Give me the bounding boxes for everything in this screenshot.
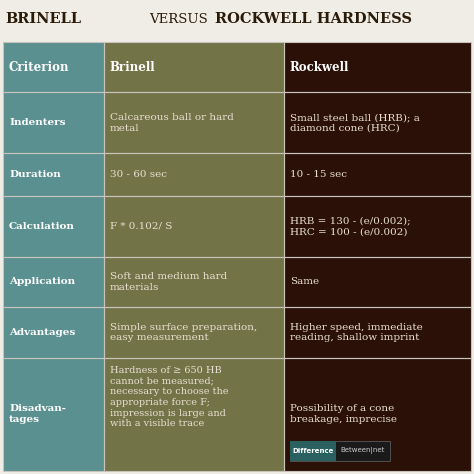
Text: Indenters: Indenters	[9, 118, 65, 128]
Bar	[284, 196, 471, 257]
Bar	[104, 196, 284, 257]
Text: Simple surface preparation,
easy measurement: Simple surface preparation, easy measure…	[109, 323, 257, 342]
Text: 10 - 15 sec: 10 - 15 sec	[290, 170, 347, 179]
Text: Disadvan-
tages: Disadvan- tages	[9, 404, 66, 424]
Bar	[3, 196, 104, 257]
Bar	[284, 92, 471, 153]
Text: Possibility of a cone
breakage, imprecise: Possibility of a cone breakage, imprecis…	[290, 404, 397, 424]
Bar	[104, 153, 284, 196]
Bar	[3, 307, 104, 358]
Bar	[3, 358, 104, 471]
Bar	[284, 42, 471, 92]
Bar	[104, 92, 284, 153]
Bar	[3, 358, 104, 471]
Text: Brinell: Brinell	[109, 61, 155, 74]
Text: Higher speed, immediate
reading, shallow imprint: Higher speed, immediate reading, shallow…	[290, 323, 422, 342]
Bar	[3, 257, 104, 307]
Text: F * 0.102/ S: F * 0.102/ S	[109, 222, 172, 231]
Bar	[3, 257, 104, 307]
Text: Between|net: Between|net	[341, 447, 385, 455]
Bar	[290, 441, 390, 461]
Text: Calculation: Calculation	[9, 222, 75, 231]
Bar	[104, 307, 284, 358]
Bar	[104, 307, 284, 358]
Text: Hardness of ≥ 650 HB
cannot be measured;
necessary to choose the
appropriate for: Hardness of ≥ 650 HB cannot be measured;…	[109, 366, 228, 428]
Text: HRB = 130 - (e/0.002);
HRC = 100 - (e/0.002): HRB = 130 - (e/0.002); HRC = 100 - (e/0.…	[290, 217, 410, 236]
Bar	[104, 92, 284, 153]
Text: Small steel ball (HRB); a
diamond cone (HRC): Small steel ball (HRB); a diamond cone (…	[290, 113, 419, 133]
Bar	[104, 196, 284, 257]
Bar	[104, 358, 284, 471]
Bar	[3, 153, 104, 196]
Bar	[284, 358, 471, 471]
Text: ROCKWELL HARDNESS: ROCKWELL HARDNESS	[215, 12, 412, 26]
Bar	[284, 196, 471, 257]
Text: 30 - 60 sec: 30 - 60 sec	[109, 170, 167, 179]
Text: BRINELL: BRINELL	[5, 12, 81, 26]
Bar	[104, 153, 284, 196]
Bar	[290, 441, 336, 461]
Text: Difference: Difference	[292, 448, 334, 454]
Text: Same: Same	[290, 277, 319, 286]
Bar	[284, 92, 471, 153]
Text: Duration: Duration	[9, 170, 61, 179]
Bar	[284, 307, 471, 358]
Bar	[3, 153, 104, 196]
Text: VERSUS: VERSUS	[149, 12, 208, 26]
Bar	[3, 196, 104, 257]
Text: Calcareous ball or hard
metal: Calcareous ball or hard metal	[109, 113, 234, 133]
Text: Criterion: Criterion	[9, 61, 70, 74]
Bar	[284, 358, 471, 471]
Bar	[104, 42, 284, 92]
Text: Application: Application	[9, 277, 75, 286]
Bar	[104, 257, 284, 307]
Bar	[3, 92, 104, 153]
Bar	[284, 307, 471, 358]
Text: Advantages: Advantages	[9, 328, 75, 337]
Bar	[3, 42, 104, 92]
Bar	[284, 153, 471, 196]
Text: Rockwell: Rockwell	[290, 61, 349, 74]
Bar	[284, 153, 471, 196]
Bar	[284, 257, 471, 307]
Bar	[284, 42, 471, 92]
Bar	[104, 358, 284, 471]
Bar	[104, 42, 284, 92]
Bar	[3, 42, 104, 92]
Bar	[104, 257, 284, 307]
Text: Soft and medium hard
materials: Soft and medium hard materials	[109, 272, 227, 292]
Bar	[3, 307, 104, 358]
Bar	[3, 92, 104, 153]
Bar	[284, 257, 471, 307]
